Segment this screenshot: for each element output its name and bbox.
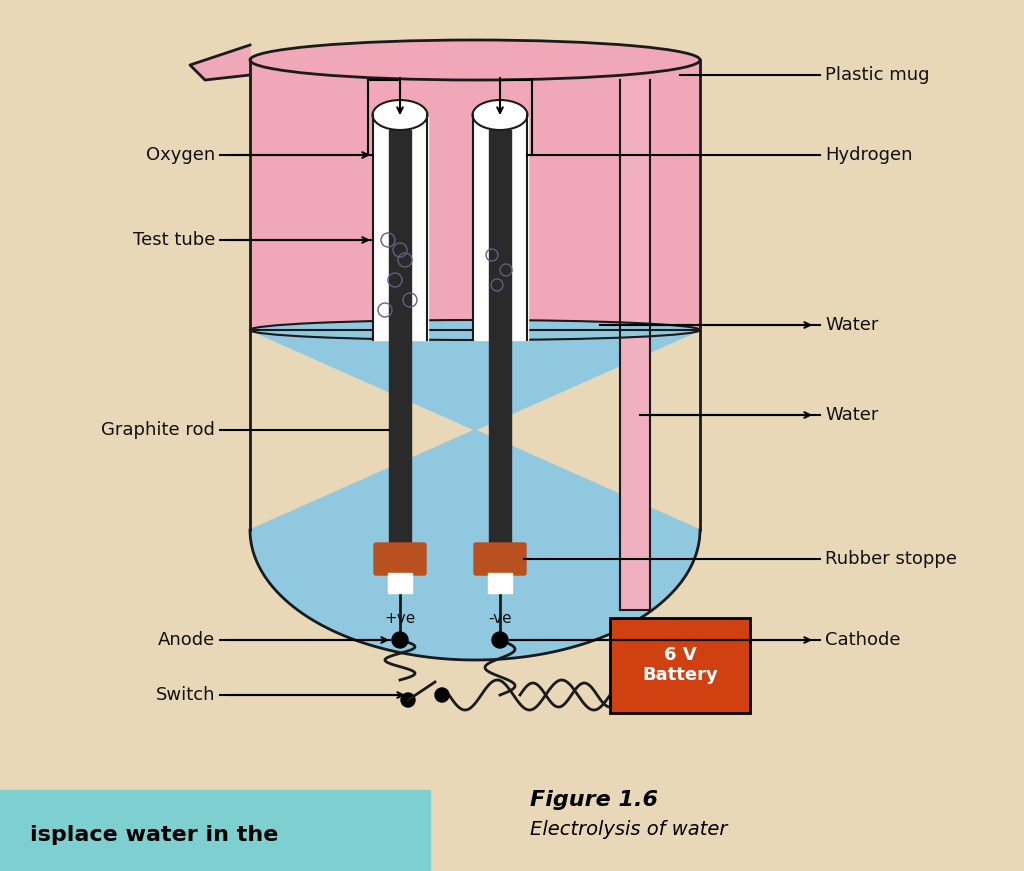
Polygon shape — [620, 80, 650, 610]
Text: Graphite rod: Graphite rod — [101, 421, 215, 439]
Bar — [488, 573, 512, 593]
Text: Switch: Switch — [156, 686, 215, 704]
Bar — [489, 130, 511, 560]
Text: Water: Water — [825, 406, 879, 424]
Text: Hydrogen: Hydrogen — [825, 146, 912, 164]
Text: 6 V
Battery: 6 V Battery — [642, 645, 718, 685]
Text: Oxygen: Oxygen — [145, 146, 215, 164]
Text: Test tube: Test tube — [133, 231, 215, 249]
Text: Rubber stoppe: Rubber stoppe — [825, 550, 957, 568]
Bar — [389, 130, 411, 560]
Text: Cathode: Cathode — [825, 631, 900, 649]
Circle shape — [401, 693, 415, 707]
Circle shape — [492, 632, 508, 648]
Text: Electrolysis of water: Electrolysis of water — [530, 820, 727, 839]
Circle shape — [392, 632, 408, 648]
Ellipse shape — [250, 320, 700, 340]
Text: isplace water in the: isplace water in the — [30, 825, 279, 845]
Bar — [388, 573, 412, 593]
Bar — [473, 115, 528, 340]
FancyBboxPatch shape — [474, 543, 526, 575]
Text: Plastic mug: Plastic mug — [825, 66, 930, 84]
Polygon shape — [190, 45, 250, 80]
Circle shape — [435, 688, 449, 702]
Bar — [373, 115, 428, 340]
Ellipse shape — [472, 100, 527, 130]
Text: Anode: Anode — [158, 631, 215, 649]
Text: -ve: -ve — [488, 611, 512, 626]
FancyBboxPatch shape — [374, 543, 426, 575]
Bar — [0, 790, 430, 871]
FancyBboxPatch shape — [610, 618, 750, 713]
Polygon shape — [250, 60, 700, 330]
Polygon shape — [250, 330, 700, 660]
Text: +ve: +ve — [384, 611, 416, 626]
Ellipse shape — [250, 40, 700, 80]
Text: Figure 1.6: Figure 1.6 — [530, 790, 658, 810]
Ellipse shape — [373, 100, 427, 130]
Text: Water: Water — [825, 316, 879, 334]
